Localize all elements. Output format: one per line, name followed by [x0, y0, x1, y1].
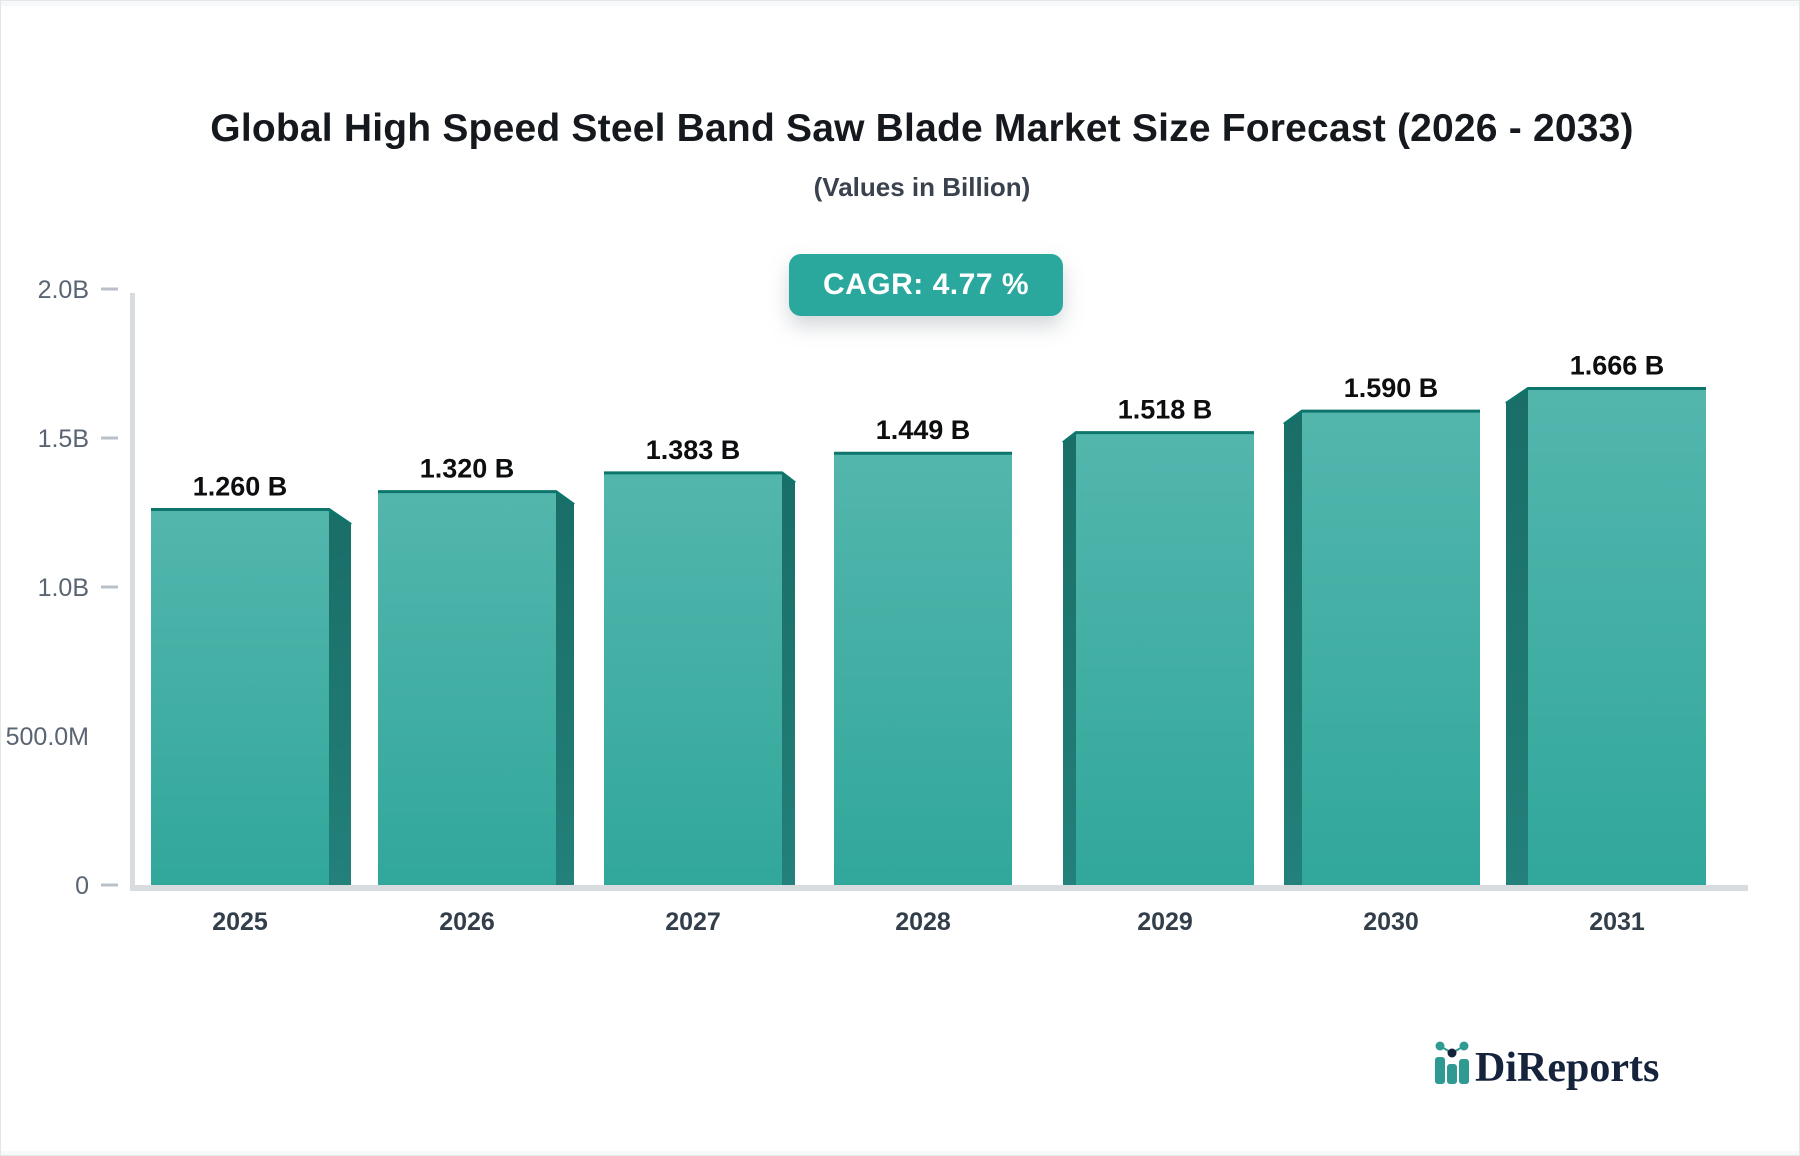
y-tick-label: 2.0B — [38, 276, 89, 304]
bar-top-edge — [151, 508, 352, 526]
cagr-badge: CAGR: 4.77 % — [788, 254, 1064, 316]
bar-value-label: 1.449 B — [876, 415, 971, 445]
bar-side-face — [556, 491, 574, 887]
bar-side-face — [1063, 432, 1076, 887]
bar-2026[interactable] — [378, 491, 556, 887]
logo-dot-2 — [1447, 1048, 1457, 1058]
bar-2027[interactable] — [604, 472, 782, 887]
y-tick-dash — [101, 883, 118, 887]
bar-value-label: 1.383 B — [646, 435, 741, 465]
y-tick-label: 0 — [75, 872, 89, 900]
bar-side-face — [782, 472, 795, 887]
bar-top-edge — [604, 471, 796, 485]
logo-mark — [1435, 1041, 1469, 1084]
x-axis-label: 2028 — [895, 908, 951, 936]
x-axis-label: 2029 — [1137, 908, 1193, 936]
bar-group-2029: 1.518 B 2029 — [1062, 395, 1254, 936]
y-axis-line — [130, 293, 135, 891]
y-tick-dash — [101, 585, 118, 589]
bar-value-label: 1.260 B — [193, 472, 288, 502]
logo-bar-2 — [1447, 1064, 1457, 1084]
bar-group-2028: 1.449 B 2028 — [834, 415, 1012, 936]
top-strip — [1, 1, 1799, 6]
logo-dot-1 — [1435, 1041, 1445, 1051]
bar-2031[interactable] — [1528, 388, 1706, 887]
bar-group-2031: 1.666 B 2031 — [1505, 351, 1706, 936]
chart-subtitle: (Values in Billion) — [813, 172, 1031, 202]
bar-2029[interactable] — [1076, 432, 1254, 887]
x-axis-label: 2027 — [665, 908, 721, 936]
chart-title: Global High Speed Steel Band Saw Blade M… — [210, 107, 1634, 150]
bar-2030[interactable] — [1302, 411, 1480, 887]
logo-bar-3 — [1459, 1059, 1469, 1084]
bar-top-edge — [1283, 409, 1480, 426]
bar-top-edge — [1505, 387, 1706, 405]
y-tick-label: 500.0M — [6, 723, 89, 751]
bar-value-label: 1.666 B — [1570, 351, 1665, 381]
bar-side-face — [1506, 388, 1528, 887]
bar-value-label: 1.320 B — [420, 454, 515, 484]
y-tick-label: 1.5B — [38, 425, 89, 453]
x-axis-label: 2031 — [1589, 908, 1645, 936]
bar-group-2026: 1.320 B 2026 — [378, 454, 575, 936]
bottom-strip — [1, 1151, 1799, 1155]
bar-side-face — [329, 509, 351, 887]
bar-value-label: 1.518 B — [1118, 395, 1213, 425]
x-axis-line — [130, 885, 1748, 891]
y-tick-label: 1.0B — [38, 574, 89, 602]
direports-logo: DiReports — [1435, 1041, 1659, 1091]
y-tick-dash — [101, 287, 118, 291]
bar-group-2027: 1.383 B 2027 — [604, 435, 796, 936]
x-axis-label: 2025 — [212, 908, 268, 936]
logo-dot-3 — [1459, 1041, 1469, 1051]
bar-side-face — [1284, 411, 1302, 887]
bar-top-edge — [378, 490, 575, 506]
bar-top-edge — [1062, 431, 1254, 444]
bar-2028[interactable] — [834, 453, 1012, 887]
x-axis-label: 2030 — [1363, 908, 1419, 936]
bar-2025[interactable] — [151, 509, 329, 887]
bar-group-2030: 1.590 B 2030 — [1283, 373, 1480, 936]
bar-value-label: 1.590 B — [1344, 373, 1439, 403]
bar-group-2025: 1.260 B 2025 — [151, 472, 352, 936]
logo-text: DiReports — [1475, 1045, 1659, 1091]
y-tick-dash — [101, 436, 118, 440]
logo-bar-1 — [1435, 1057, 1445, 1084]
x-axis-label: 2026 — [439, 908, 495, 936]
